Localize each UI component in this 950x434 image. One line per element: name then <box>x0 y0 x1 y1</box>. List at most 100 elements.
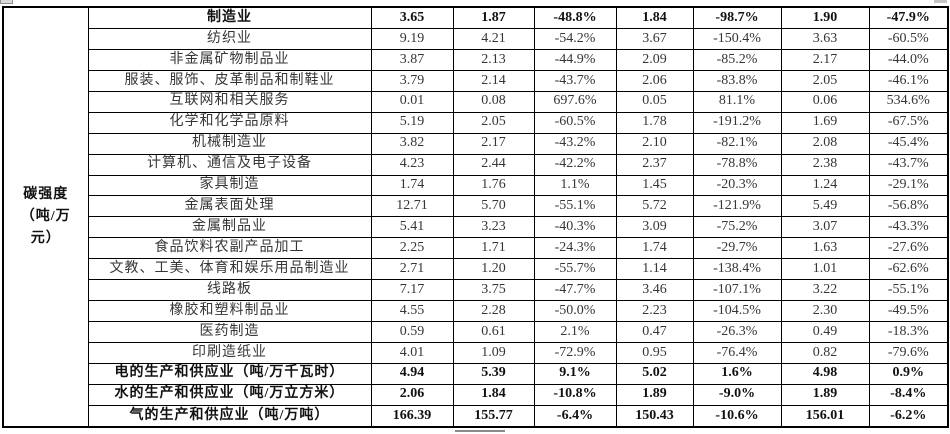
value-cell: -20.3% <box>692 174 782 197</box>
industry-name-cell: 计算机、通信及电子设备 <box>87 153 372 176</box>
value-cell: 3.65 <box>370 6 454 30</box>
table-row: 碳强度 （吨/万 元） 制造业 3.65 1.87 -48.8% 1.84 -98.7% 1.… <box>2 6 949 428</box>
value-cell: -9.0% <box>692 383 782 406</box>
value-cell: 2.14 <box>452 69 535 92</box>
table-row: 医药制造 0.59 0.61 2.1% 0.47 -26.3% 0.49 -18.3% <box>3 321 949 343</box>
value-cell: -55.1% <box>533 195 617 218</box>
industry-name-cell: 线路板 <box>87 279 372 302</box>
industry-name-cell: 橡胶和塑料制品业 <box>87 300 372 322</box>
industry-name-cell: 机械制造业 <box>87 132 372 155</box>
table-row: 文教、工美、体育和娱乐用品制造业 2.71 1.20 -55.7% 1.14 -138.4… <box>3 258 949 281</box>
value-cell: -43.7% <box>533 69 617 92</box>
value-cell: 1.84 <box>452 383 535 406</box>
value-cell: 697.6% <box>533 90 617 113</box>
table-row: 水的生产和供应业（吨/万立方米） 2.06 1.84 -10.8% 1.89 -9.0% 1… <box>3 383 949 406</box>
value-cell: 2.05 <box>452 111 535 134</box>
value-cell: -60.5% <box>868 28 949 51</box>
value-cell: 1.87 <box>452 6 535 30</box>
value-cell: 150.43 <box>615 404 694 428</box>
value-cell: -24.3% <box>533 237 617 260</box>
value-cell: 0.61 <box>452 321 535 343</box>
value-cell: 0.06 <box>780 90 870 113</box>
value-cell: 166.39 <box>370 404 454 428</box>
value-cell: -55.7% <box>533 258 617 281</box>
table-row: 化学和化学品原料 5.19 2.05 -60.5% 1.78 -191.2% 1.69 -67… <box>3 111 949 134</box>
value-cell: 1.71 <box>452 237 535 260</box>
value-cell: -49.5% <box>868 300 949 322</box>
value-cell: 4.94 <box>370 362 454 385</box>
value-cell: 1.14 <box>615 258 694 281</box>
value-cell: 3.67 <box>615 28 694 51</box>
row-group-header-carbon-intensity: 碳强度 （吨/万 元） <box>2 6 89 428</box>
value-cell: 5.49 <box>780 195 870 218</box>
value-cell: 2.06 <box>370 383 454 406</box>
value-cell: 1.01 <box>780 258 870 281</box>
table-row: 服装、服饰、皮革制品和制鞋业 3.79 2.14 -43.7% 2.06 -83.8% 2.… <box>3 69 949 92</box>
value-cell: 2.09 <box>615 49 694 71</box>
value-cell: 3.22 <box>780 279 870 302</box>
value-cell: 3.75 <box>452 279 535 302</box>
value-cell: -44.0% <box>868 49 949 71</box>
value-cell: -47.7% <box>533 279 617 302</box>
value-cell: -40.3% <box>533 216 617 239</box>
industry-name-cell: 金属制品业 <box>87 216 372 239</box>
value-cell: 3.23 <box>452 216 535 239</box>
value-cell: 4.21 <box>452 28 535 51</box>
value-cell: -85.2% <box>692 49 782 71</box>
value-cell: 2.10 <box>615 132 694 155</box>
value-cell: 0.47 <box>615 321 694 343</box>
value-cell: 9.1% <box>533 362 617 385</box>
value-cell: 0.08 <box>452 90 535 113</box>
value-cell: 12.71 <box>370 195 454 218</box>
value-cell: -43.3% <box>868 216 949 239</box>
table-row: 家具制造 1.74 1.76 1.1% 1.45 -20.3% 1.24 -29.1% <box>3 174 949 197</box>
value-cell: 1.78 <box>615 111 694 134</box>
value-cell: -98.7% <box>692 6 782 30</box>
table-row: 互联网和相关服务 0.01 0.08 697.6% 0.05 81.1% 0.06 534.6… <box>3 90 949 113</box>
table-row: 橡胶和塑料制品业 4.55 2.28 -50.0% 2.23 -104.5% 2.30 -49… <box>3 300 949 322</box>
industry-name-cell: 水的生产和供应业（吨/万立方米） <box>87 383 372 406</box>
table-row: 食品饮料农副产品加工 2.25 1.71 -24.3% 1.74 -29.7% 1.63 -2… <box>3 237 949 260</box>
value-cell: 1.89 <box>780 383 870 406</box>
value-cell: 534.6% <box>868 90 949 113</box>
value-cell: 1.24 <box>780 174 870 197</box>
table-row: 电的生产和供应业（吨/万千瓦时） 4.94 5.39 9.1% 5.02 1.6% 4.98… <box>3 362 949 385</box>
value-cell: -60.5% <box>533 111 617 134</box>
value-cell: -67.5% <box>868 111 949 134</box>
value-cell: -76.4% <box>692 341 782 364</box>
table-move-handle[interactable] <box>0 0 13 4</box>
value-cell: 3.87 <box>370 49 454 71</box>
value-cell: -75.2% <box>692 216 782 239</box>
value-cell: -150.4% <box>692 28 782 51</box>
value-cell: 2.44 <box>452 153 535 176</box>
value-cell: 0.01 <box>370 90 454 113</box>
value-cell: 156.01 <box>780 404 870 428</box>
value-cell: 1.84 <box>615 6 694 30</box>
value-cell: 9.19 <box>370 28 454 51</box>
value-cell: -138.4% <box>692 258 782 281</box>
value-cell: 2.37 <box>615 153 694 176</box>
industry-name-cell: 制造业 <box>87 6 372 30</box>
industry-name-cell: 食品饮料农副产品加工 <box>87 237 372 260</box>
value-cell: 2.06 <box>615 69 694 92</box>
value-cell: 3.63 <box>780 28 870 51</box>
value-cell: 2.17 <box>452 132 535 155</box>
value-cell: -43.2% <box>533 132 617 155</box>
value-cell: 0.9% <box>868 362 949 385</box>
value-cell: 1.45 <box>615 174 694 197</box>
value-cell: 4.55 <box>370 300 454 322</box>
value-cell: -42.2% <box>533 153 617 176</box>
value-cell: -8.4% <box>868 383 949 406</box>
value-cell: 0.95 <box>615 341 694 364</box>
value-cell: -29.7% <box>692 237 782 260</box>
value-cell: -45.4% <box>868 132 949 155</box>
industry-name-cell: 金属表面处理 <box>87 195 372 218</box>
value-cell: -27.6% <box>868 237 949 260</box>
value-cell: 4.98 <box>780 362 870 385</box>
value-cell: 5.19 <box>370 111 454 134</box>
industry-name-cell: 气的生产和供应业（吨/万吨） <box>87 404 372 428</box>
value-cell: -79.6% <box>868 341 949 364</box>
value-cell: -43.7% <box>868 153 949 176</box>
value-cell: 5.70 <box>452 195 535 218</box>
